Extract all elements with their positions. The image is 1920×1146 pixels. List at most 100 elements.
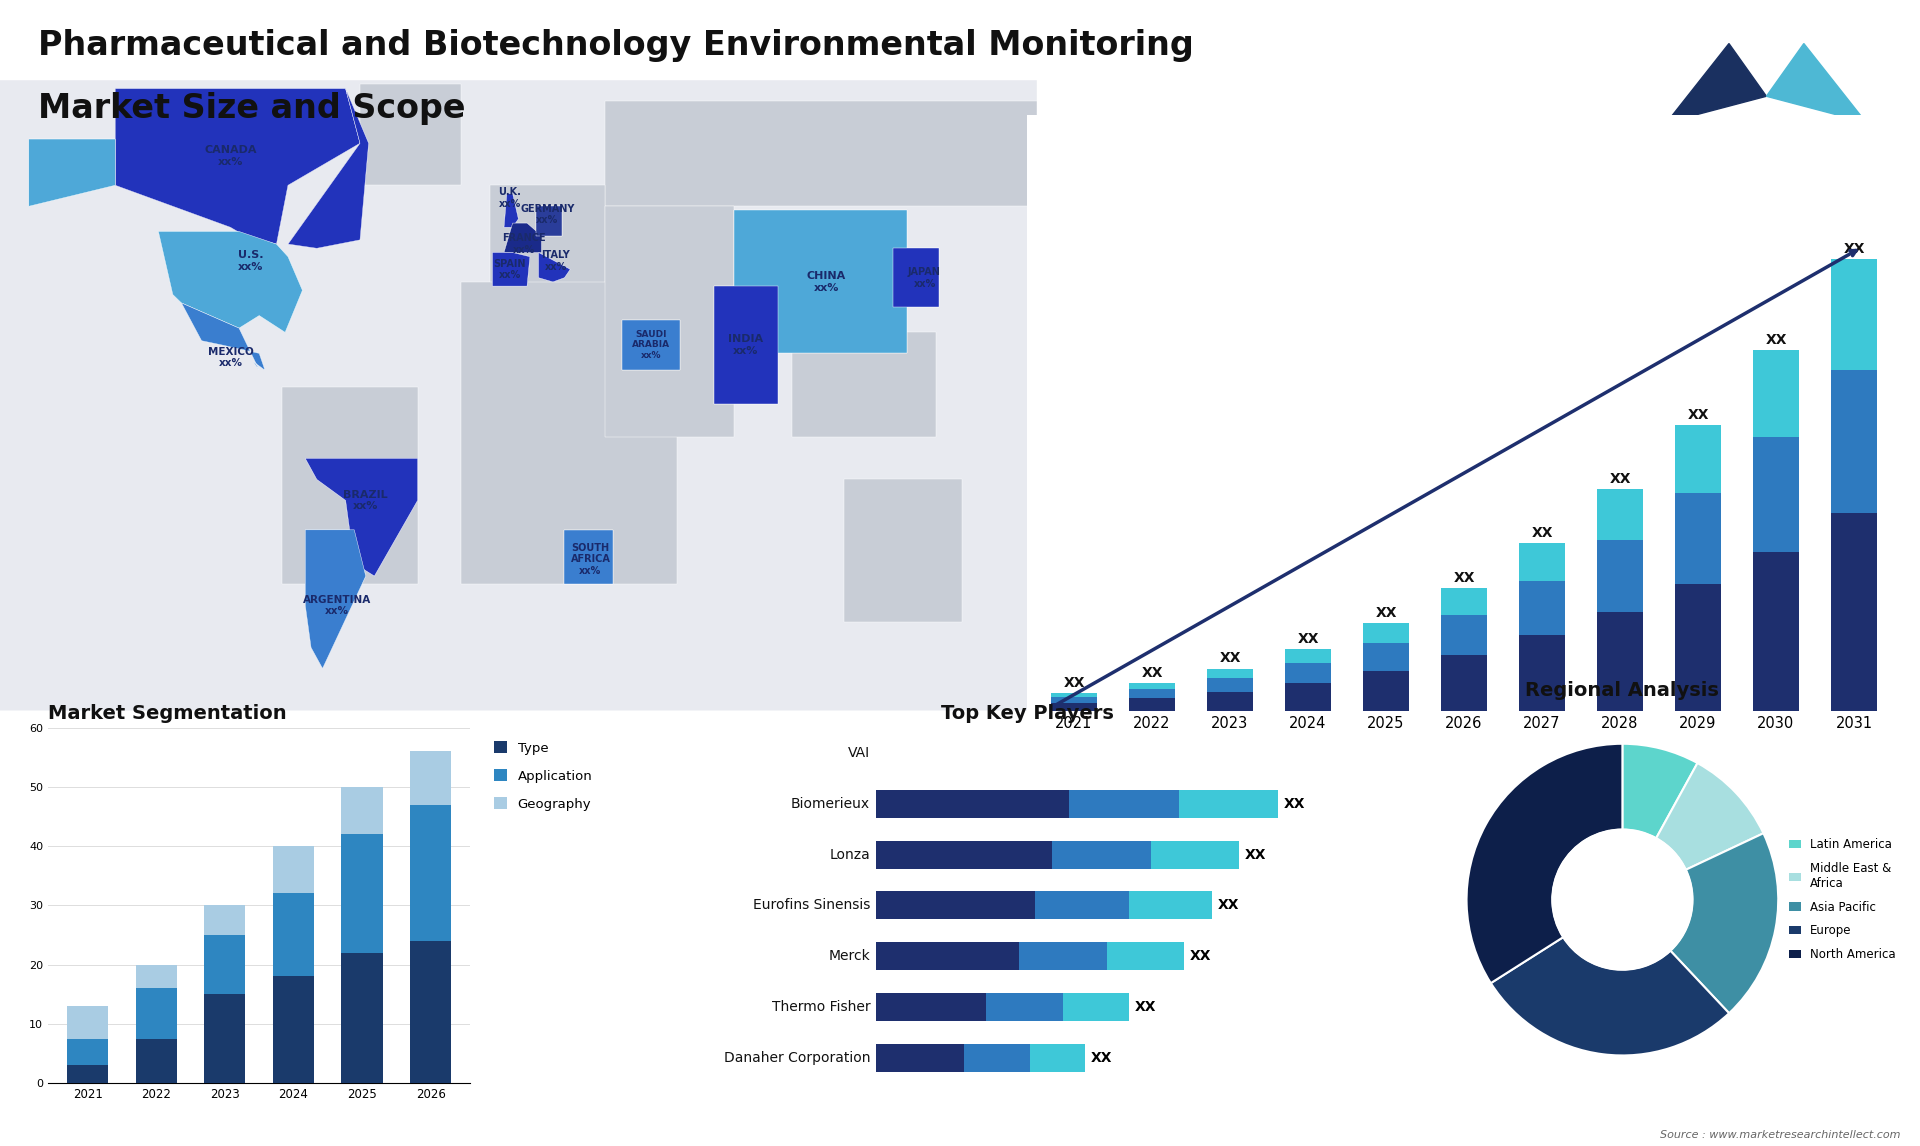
- Polygon shape: [893, 249, 939, 307]
- Polygon shape: [157, 231, 303, 332]
- Text: INDIA
xx%: INDIA xx%: [728, 335, 764, 355]
- Bar: [1050, 693, 1098, 697]
- Bar: [1440, 588, 1488, 615]
- Text: XX: XX: [1244, 848, 1267, 862]
- Text: XX: XX: [1298, 631, 1319, 645]
- Polygon shape: [115, 88, 361, 244]
- Text: ARGENTINA
xx%: ARGENTINA xx%: [303, 595, 371, 617]
- Bar: [1597, 540, 1644, 612]
- Text: U.S.
xx%: U.S. xx%: [238, 250, 263, 272]
- Text: Pharmaceutical and Biotechnology Environmental Monitoring: Pharmaceutical and Biotechnology Environ…: [38, 29, 1194, 62]
- Bar: [1363, 643, 1409, 670]
- Legend: Type, Application, Geography: Type, Application, Geography: [493, 741, 593, 810]
- Polygon shape: [622, 320, 680, 370]
- Polygon shape: [305, 529, 367, 668]
- Polygon shape: [288, 88, 369, 249]
- Bar: [204, 905, 246, 935]
- Bar: [342, 834, 382, 952]
- Text: XX: XX: [1609, 472, 1630, 486]
- Bar: [1020, 942, 1108, 970]
- Bar: [1108, 942, 1185, 970]
- Bar: [136, 965, 177, 988]
- Text: GERMANY
xx%: GERMANY xx%: [520, 204, 574, 226]
- Text: XX: XX: [1140, 666, 1164, 680]
- Text: XX: XX: [1764, 333, 1788, 347]
- Bar: [1363, 623, 1409, 643]
- Text: Market Segmentation: Market Segmentation: [48, 705, 286, 723]
- Text: VAI: VAI: [849, 746, 870, 760]
- Text: XX: XX: [1091, 1051, 1112, 1065]
- Polygon shape: [180, 303, 265, 370]
- Bar: [1050, 697, 1098, 702]
- Bar: [876, 942, 1020, 970]
- Bar: [985, 992, 1064, 1021]
- Wedge shape: [1490, 937, 1730, 1055]
- Circle shape: [1551, 830, 1693, 970]
- Bar: [876, 1044, 964, 1072]
- Polygon shape: [305, 458, 419, 576]
- Bar: [964, 1044, 1029, 1072]
- Bar: [1753, 552, 1799, 711]
- Wedge shape: [1670, 833, 1778, 1013]
- Text: INTELLECT: INTELLECT: [1740, 143, 1793, 152]
- Bar: [1052, 841, 1152, 869]
- Polygon shape: [505, 223, 541, 252]
- Bar: [1152, 841, 1238, 869]
- Polygon shape: [538, 252, 570, 282]
- Text: RESEARCH: RESEARCH: [1740, 133, 1793, 142]
- Bar: [273, 976, 315, 1083]
- Text: XX: XX: [1219, 651, 1240, 666]
- Polygon shape: [490, 186, 605, 286]
- Bar: [1753, 438, 1799, 552]
- Polygon shape: [536, 206, 563, 236]
- Bar: [876, 841, 1052, 869]
- Polygon shape: [605, 206, 735, 438]
- Polygon shape: [714, 286, 778, 403]
- Bar: [1363, 670, 1409, 711]
- Bar: [1597, 488, 1644, 540]
- Bar: [1519, 635, 1565, 711]
- Bar: [136, 988, 177, 1038]
- Polygon shape: [505, 223, 541, 252]
- Polygon shape: [735, 211, 908, 353]
- Bar: [1035, 892, 1129, 919]
- Text: BRAZIL
xx%: BRAZIL xx%: [344, 489, 388, 511]
- Polygon shape: [180, 303, 265, 370]
- Text: ITALY
xx%: ITALY xx%: [541, 250, 570, 272]
- Polygon shape: [493, 252, 530, 286]
- Bar: [1206, 678, 1254, 691]
- Bar: [1830, 259, 1878, 370]
- Text: CANADA
xx%: CANADA xx%: [204, 146, 257, 166]
- Polygon shape: [564, 529, 614, 584]
- Polygon shape: [893, 249, 939, 307]
- Bar: [1440, 656, 1488, 711]
- Polygon shape: [282, 387, 419, 584]
- Text: XX: XX: [1843, 242, 1864, 256]
- Text: MARKET: MARKET: [1745, 123, 1788, 131]
- Bar: [1129, 892, 1212, 919]
- Polygon shape: [305, 529, 367, 668]
- Bar: [1830, 512, 1878, 711]
- Polygon shape: [305, 458, 419, 576]
- Polygon shape: [29, 139, 115, 206]
- Polygon shape: [536, 206, 563, 236]
- Bar: [136, 1038, 177, 1083]
- Polygon shape: [714, 286, 778, 403]
- Bar: [1519, 543, 1565, 581]
- Bar: [411, 941, 451, 1083]
- Bar: [1519, 581, 1565, 635]
- Polygon shape: [845, 479, 962, 622]
- Bar: [876, 892, 1035, 919]
- Polygon shape: [157, 231, 303, 332]
- Polygon shape: [29, 139, 115, 206]
- Polygon shape: [735, 211, 908, 353]
- Bar: [67, 1006, 108, 1038]
- Bar: [876, 992, 985, 1021]
- Polygon shape: [793, 332, 937, 438]
- Bar: [1206, 668, 1254, 678]
- Bar: [273, 894, 315, 976]
- Bar: [1674, 583, 1722, 711]
- Polygon shape: [361, 85, 461, 186]
- Bar: [204, 935, 246, 994]
- Title: Regional Analysis: Regional Analysis: [1526, 682, 1718, 700]
